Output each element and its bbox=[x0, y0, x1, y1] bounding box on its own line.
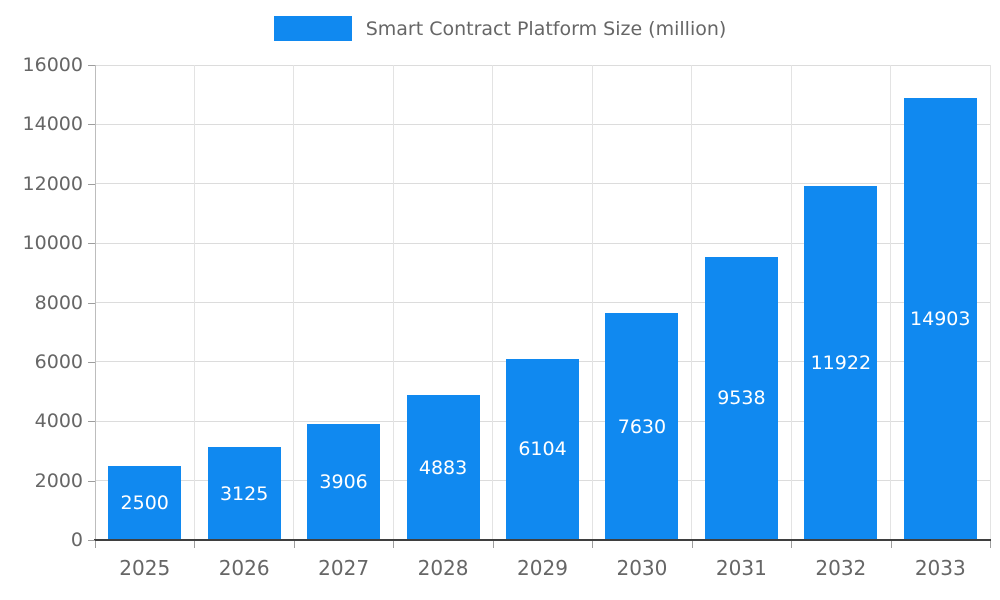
vertical-gridline bbox=[591, 65, 593, 540]
bar[interactable]: 4883 bbox=[406, 395, 480, 540]
horizontal-gridline bbox=[95, 123, 990, 125]
y-axis-tick bbox=[88, 124, 95, 126]
y-axis-tick-label: 4000 bbox=[34, 410, 83, 433]
horizontal-gridline bbox=[95, 64, 990, 66]
x-axis-tick-label: 2028 bbox=[417, 556, 469, 580]
bar[interactable]: 3906 bbox=[307, 424, 381, 540]
vertical-gridline bbox=[492, 65, 494, 540]
plot-area: 2500 3125 3906 4883 6104 7630 9538 11922 14903 bbox=[95, 64, 991, 540]
y-axis-tick bbox=[88, 361, 95, 363]
x-axis-tick bbox=[293, 541, 295, 548]
bar-value-label: 6104 bbox=[518, 438, 567, 461]
y-axis-tick bbox=[88, 421, 95, 423]
x-axis-tick bbox=[691, 541, 693, 548]
x-axis-tick bbox=[592, 541, 594, 548]
x-axis-line bbox=[94, 539, 991, 541]
y-axis-tick-label: 14000 bbox=[22, 113, 83, 136]
bar-value-label: 14903 bbox=[910, 307, 971, 330]
vertical-gridline bbox=[293, 65, 295, 540]
x-axis-tick bbox=[791, 541, 793, 548]
horizontal-gridline bbox=[95, 242, 990, 244]
x-axis-tick-label: 2031 bbox=[715, 556, 767, 580]
bar[interactable]: 9538 bbox=[704, 256, 778, 540]
y-axis-tick bbox=[88, 65, 95, 66]
bar-value-label: 3906 bbox=[319, 471, 368, 494]
y-axis-tick-label: 10000 bbox=[22, 232, 83, 255]
bar[interactable]: 14903 bbox=[903, 97, 977, 540]
x-axis-tick-label: 2033 bbox=[914, 556, 966, 580]
y-axis-tick-label: 12000 bbox=[22, 172, 83, 195]
bar[interactable]: 3125 bbox=[207, 447, 281, 540]
x-axis-tick-label: 2030 bbox=[616, 556, 668, 580]
y-axis-tick bbox=[88, 243, 95, 245]
y-axis-tick-label: 16000 bbox=[22, 54, 83, 76]
y-axis-line bbox=[95, 65, 96, 540]
bar-value-label: 11922 bbox=[810, 352, 872, 375]
vertical-gridline bbox=[193, 65, 195, 540]
x-axis-tick bbox=[393, 541, 395, 548]
bar-value-label: 3125 bbox=[219, 482, 269, 505]
x-axis-tick-label: 2026 bbox=[218, 556, 270, 580]
bar-value-label: 9538 bbox=[717, 387, 766, 410]
bar[interactable]: 7630 bbox=[605, 313, 679, 540]
x-axis-tick-label: 2025 bbox=[119, 556, 171, 580]
y-axis-tick bbox=[88, 183, 95, 185]
y-axis-tick-label: 0 bbox=[70, 529, 83, 551]
bar[interactable]: 11922 bbox=[804, 186, 878, 540]
x-axis-tick-label: 2032 bbox=[815, 556, 867, 580]
x-axis-tick bbox=[492, 541, 494, 548]
x-axis-tick bbox=[990, 541, 991, 548]
y-axis-tick bbox=[88, 480, 95, 482]
y-axis-tick-label: 6000 bbox=[34, 350, 83, 373]
legend-label: Smart Contract Platform Size (million) bbox=[365, 17, 727, 40]
y-axis-tick bbox=[88, 540, 95, 541]
x-axis-tick bbox=[95, 541, 96, 548]
y-axis-tick-label: 8000 bbox=[34, 291, 83, 314]
chart-legend[interactable]: Smart Contract Platform Size (million) bbox=[0, 16, 1000, 41]
y-axis-tick-label: 2000 bbox=[34, 469, 83, 492]
vertical-gridline bbox=[392, 65, 394, 540]
x-axis-tick-label: 2029 bbox=[517, 556, 568, 580]
vertical-gridline bbox=[790, 65, 792, 540]
vertical-gridline bbox=[890, 65, 892, 540]
bar-value-label: 4883 bbox=[418, 456, 468, 479]
vertical-gridline bbox=[691, 65, 693, 540]
bar[interactable]: 2500 bbox=[108, 465, 182, 540]
vertical-gridline bbox=[989, 65, 991, 540]
bar-value-label: 7630 bbox=[617, 415, 667, 438]
x-axis-tick-label: 2027 bbox=[318, 556, 370, 580]
x-axis-tick bbox=[194, 541, 196, 548]
y-axis-tick bbox=[88, 302, 95, 304]
bar-value-label: 2500 bbox=[120, 491, 169, 514]
bar[interactable]: 6104 bbox=[506, 358, 579, 540]
legend-swatch bbox=[273, 16, 352, 41]
horizontal-gridline bbox=[95, 183, 990, 185]
horizontal-gridline bbox=[95, 302, 990, 303]
x-axis-tick bbox=[890, 541, 892, 548]
